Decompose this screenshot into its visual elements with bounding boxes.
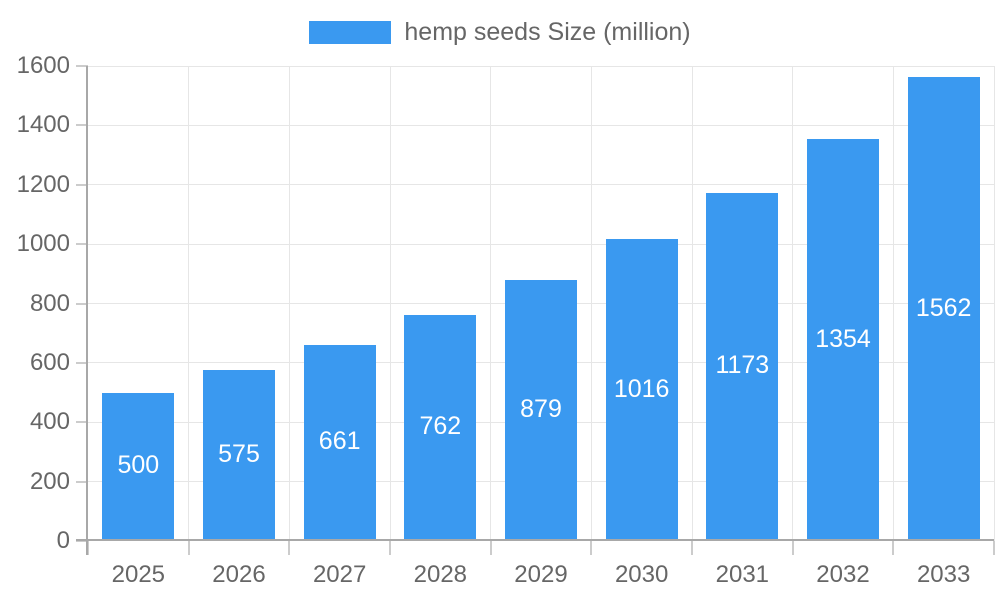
y-axis-tick [76,183,88,186]
y-gridline [88,243,994,245]
bar[interactable]: 500 [102,392,175,539]
y-axis-tick [76,421,88,424]
y-axis-tick [76,65,88,67]
x-axis-tick [791,541,794,555]
x-axis-tick [993,541,995,555]
y-axis-tick-label: 1600 [16,52,70,79]
y-gridline [88,124,994,126]
bar-value-label: 1173 [715,351,770,380]
bar[interactable]: 1562 [907,77,980,539]
x-axis-tick-label: 2028 [413,561,468,588]
bar[interactable]: 1354 [807,139,879,539]
x-axis-tick-label: 2025 [111,561,166,588]
x-axis-tick-label: 2032 [816,561,870,588]
x-gridline [691,66,693,541]
y-axis-tick-label: 1000 [16,230,70,258]
legend-swatch-icon [309,21,392,44]
y-axis-tick [76,540,88,542]
y-axis-line [86,66,88,555]
y-axis-tick [76,302,88,305]
bar-value-label: 1562 [915,293,972,322]
y-gridline [88,184,994,186]
y-axis-tick [76,361,88,364]
bar-value-label: 575 [218,440,260,469]
x-axis-tick-label: 2031 [715,561,770,588]
y-axis-tick [76,243,88,246]
y-axis-tick [76,124,88,127]
x-gridline [792,66,794,541]
y-axis-tick-label: 0 [56,527,70,554]
bar-value-label: 661 [318,427,361,456]
bar[interactable]: 762 [404,314,477,539]
y-axis-tick-label: 600 [29,348,70,376]
x-axis-line [76,539,994,541]
x-axis-tick-label: 2030 [614,561,669,588]
x-axis-tick [389,541,391,555]
x-axis-tick-label: 2033 [916,561,971,588]
legend-label: hemp seeds Size (million) [404,18,691,46]
bar[interactable]: 1016 [605,239,678,539]
x-gridline [490,66,492,541]
y-gridline [88,65,994,67]
x-gridline [389,66,391,541]
x-axis-tick-label: 2029 [514,561,568,588]
x-gridline [288,66,290,541]
y-axis-tick-label: 200 [29,467,70,495]
y-axis-tick-label: 1200 [16,170,70,198]
bar-value-label: 879 [520,395,562,424]
x-axis-tick-label: 2027 [312,561,367,588]
y-axis-tick-label: 1400 [16,111,70,139]
bar[interactable]: 575 [203,370,275,539]
bar[interactable]: 1173 [706,192,779,539]
bar[interactable]: 879 [505,280,577,539]
legend-item[interactable]: hemp seeds Size (million) [309,18,691,47]
x-gridline [590,66,592,541]
x-axis-tick [691,541,693,555]
x-gridline [892,66,894,541]
x-axis-tick [892,541,895,555]
y-axis-tick-label: 800 [29,289,70,317]
bar-value-label: 762 [419,412,462,441]
y-axis-tick [76,480,88,483]
x-axis-tick [590,541,593,555]
x-axis-tick [288,541,291,555]
bar[interactable]: 661 [303,344,376,539]
x-axis-tick [489,541,492,555]
bar-value-label: 1354 [815,324,871,353]
chart-legend: hemp seeds Size (million) [0,18,1000,47]
x-axis-tick-label: 2026 [212,561,266,588]
x-gridline [993,66,995,541]
bar-value-label: 1016 [613,374,670,403]
bar-value-label: 500 [117,451,160,480]
x-axis-tick [87,541,89,555]
x-axis-tick [187,541,190,555]
x-gridline [188,66,190,541]
y-axis-tick-label: 400 [29,408,70,436]
